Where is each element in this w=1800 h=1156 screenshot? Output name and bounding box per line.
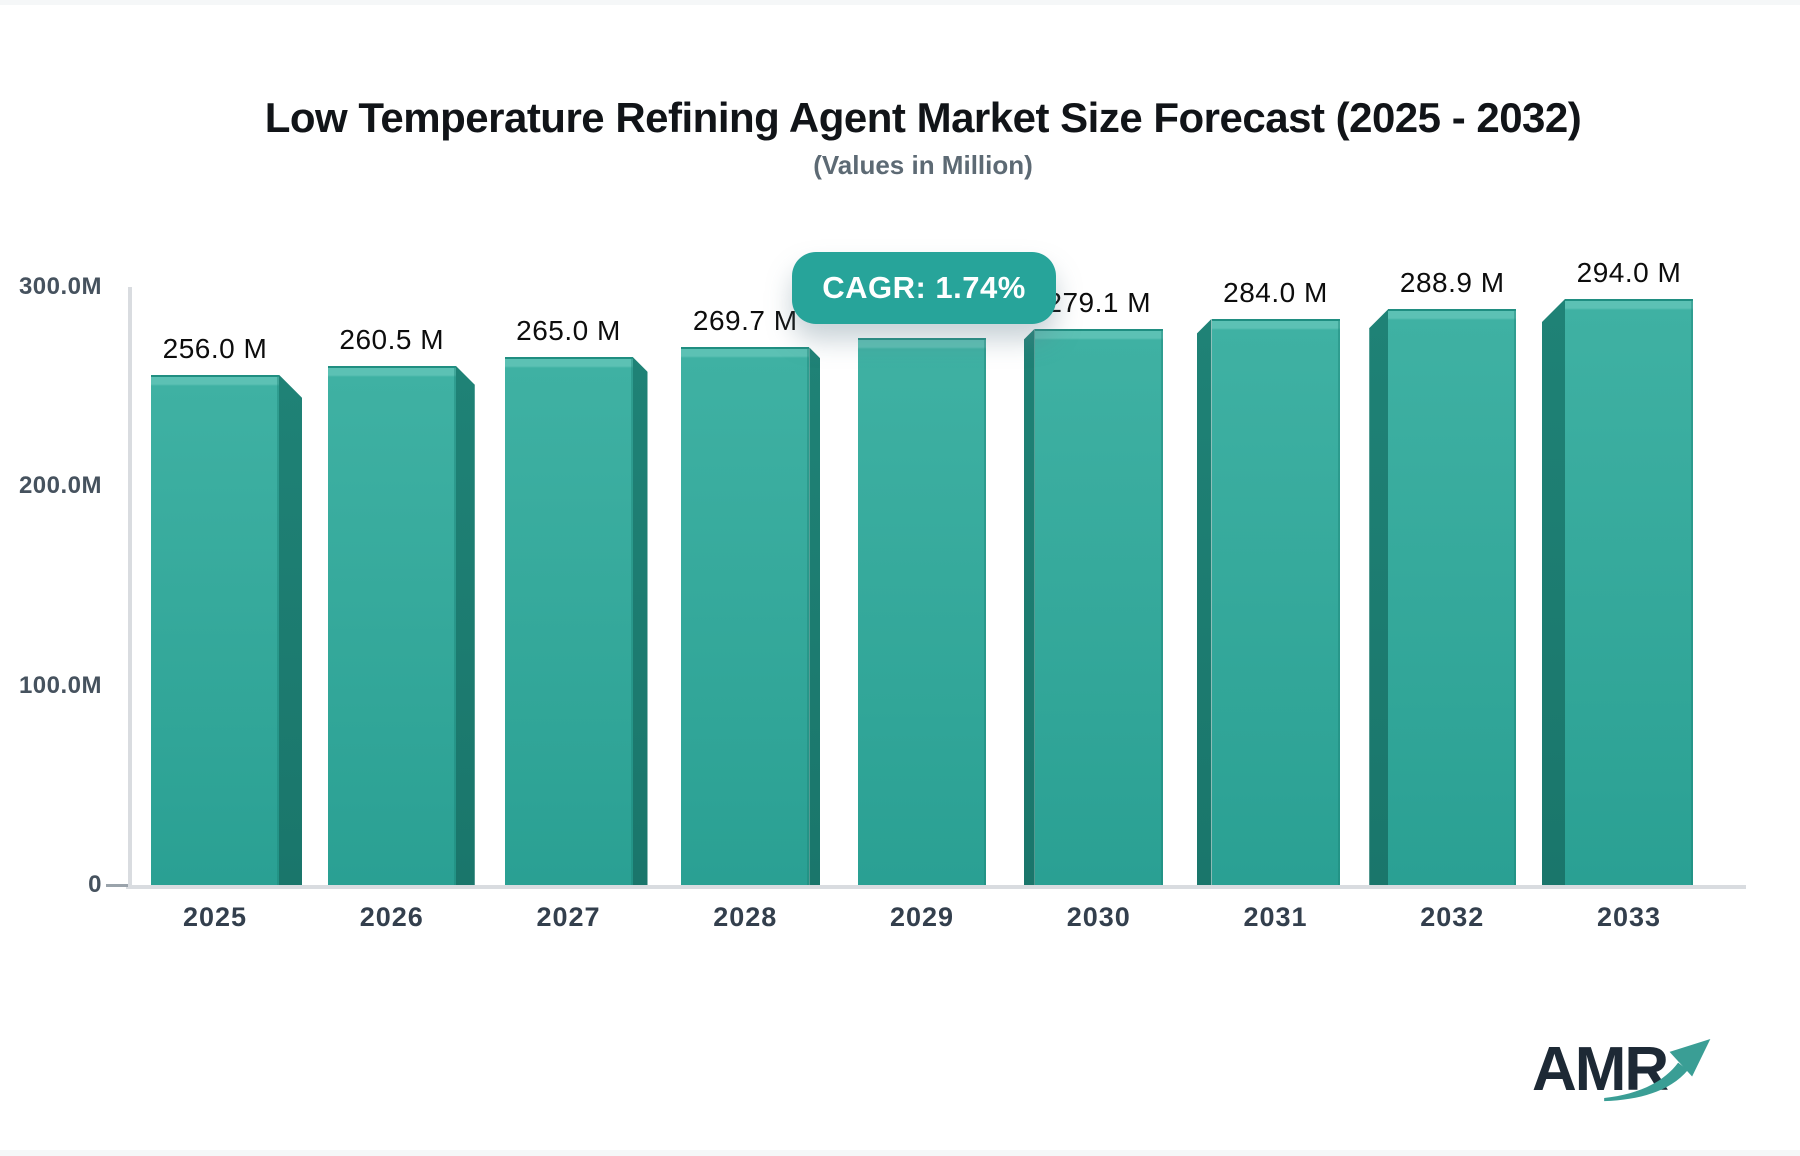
bar-2033-side-face bbox=[1542, 298, 1565, 885]
x-axis-label-2025: 2025 bbox=[182, 902, 248, 932]
bar-value-label-2026: 260.5 M bbox=[339, 323, 445, 355]
bar-2026[interactable] bbox=[327, 365, 456, 885]
bar-2030-side-face bbox=[1023, 328, 1035, 885]
chart-title: Low Temperature Refining Agent Market Si… bbox=[264, 94, 1582, 141]
bar-value-label-2025: 256.0 M bbox=[162, 332, 268, 364]
cagr-badge-label: CAGR: 1.74% bbox=[822, 270, 1026, 305]
bar-value-label-2030: 279.1 M bbox=[1046, 286, 1152, 318]
x-axis-label-2030: 2030 bbox=[1066, 902, 1131, 932]
bottom-edge-strip bbox=[0, 1150, 1800, 1156]
bar-2028[interactable] bbox=[681, 347, 810, 885]
x-axis-line bbox=[126, 885, 1746, 889]
x-axis-label-2026: 2026 bbox=[359, 902, 424, 932]
x-axis-label-2028: 2028 bbox=[713, 902, 778, 932]
y-axis-line bbox=[128, 287, 132, 889]
bar-2028-side-face bbox=[809, 347, 821, 885]
y-axis-tick-dash bbox=[106, 884, 128, 887]
bar-2032-side-face bbox=[1369, 309, 1389, 885]
y-axis-label: 0 bbox=[88, 871, 102, 898]
top-edge-strip bbox=[0, 0, 1800, 5]
bar-2031[interactable] bbox=[1211, 318, 1340, 885]
bar-2027-side-face bbox=[632, 356, 648, 885]
chart-subtitle: (Values in Million) bbox=[813, 150, 1033, 180]
bar-2033[interactable] bbox=[1565, 298, 1693, 885]
bar-2025-side-face bbox=[279, 374, 302, 885]
y-axis-label: 200.0M bbox=[18, 472, 102, 500]
bar-2032[interactable] bbox=[1388, 309, 1517, 885]
bar-value-label-2033: 294.0 M bbox=[1576, 256, 1682, 288]
amr-logo: AMR bbox=[1532, 1030, 1732, 1116]
bar-2025[interactable] bbox=[151, 374, 279, 885]
growth-arrow-icon bbox=[1604, 1038, 1711, 1102]
y-axis-label: 100.0M bbox=[18, 671, 102, 699]
x-axis-label-2032: 2032 bbox=[1420, 902, 1485, 932]
bar-2029[interactable] bbox=[858, 338, 986, 885]
bar-2031-side-face bbox=[1196, 318, 1212, 885]
bar-value-label-2027: 265.0 M bbox=[516, 314, 621, 346]
bar-value-label-2028: 269.7 M bbox=[692, 305, 798, 337]
bar-value-label-2031: 284.0 M bbox=[1223, 276, 1328, 308]
x-axis-label-2031: 2031 bbox=[1243, 902, 1308, 932]
bar-2027[interactable] bbox=[504, 356, 633, 885]
bar-value-label-2032: 288.9 M bbox=[1399, 267, 1505, 299]
y-axis-label: 300.0M bbox=[18, 273, 102, 300]
x-axis-label-2027: 2027 bbox=[536, 902, 601, 932]
cagr-badge: CAGR: 1.74% bbox=[792, 252, 1056, 324]
x-axis-label-2029: 2029 bbox=[889, 902, 955, 932]
x-axis-label-2033: 2033 bbox=[1596, 902, 1662, 932]
bar-2030[interactable] bbox=[1034, 328, 1163, 885]
bar-2026-side-face bbox=[455, 365, 475, 885]
